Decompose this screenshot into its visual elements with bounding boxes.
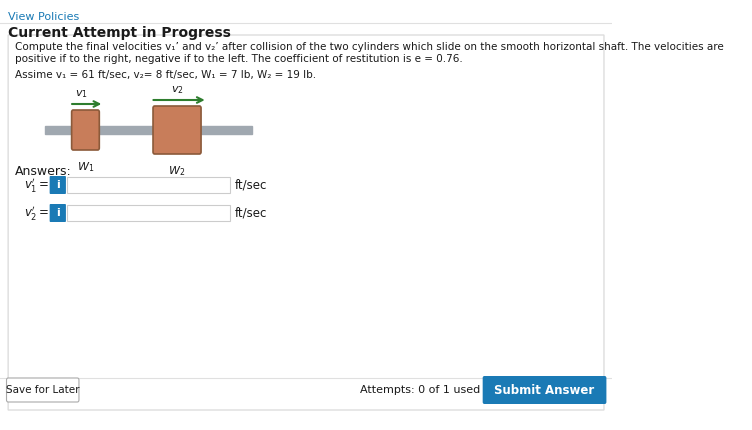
- Text: ft/sec: ft/sec: [235, 178, 267, 191]
- Text: View Policies: View Policies: [8, 12, 80, 22]
- Text: ft/sec: ft/sec: [235, 206, 267, 219]
- FancyBboxPatch shape: [8, 35, 604, 410]
- Text: Save for Later: Save for Later: [5, 385, 79, 395]
- Text: Attempts: 0 of 1 used: Attempts: 0 of 1 used: [360, 385, 481, 395]
- Text: Compute the final velocities v₁’ and v₂’ after collision of the two cylinders wh: Compute the final velocities v₁’ and v₂’…: [14, 42, 723, 52]
- Bar: [67, 177, 229, 193]
- Text: Assime v₁ = 61 ft/sec, v₂= 8 ft/sec, W₁ = 7 lb, W₂ = 19 lb.: Assime v₁ = 61 ft/sec, v₂= 8 ft/sec, W₁ …: [14, 70, 316, 80]
- Bar: [67, 205, 229, 221]
- Text: Answers:: Answers:: [14, 165, 71, 178]
- Text: Submit Answer: Submit Answer: [494, 384, 595, 396]
- Text: positive if to the right, negative if to the left. The coefficient of restitutio: positive if to the right, negative if to…: [14, 54, 462, 64]
- Bar: [45, 126, 253, 134]
- FancyBboxPatch shape: [7, 378, 79, 402]
- Text: $W_1$: $W_1$: [77, 160, 94, 174]
- Text: $v_2$: $v_2$: [171, 84, 183, 96]
- FancyBboxPatch shape: [483, 376, 606, 404]
- FancyBboxPatch shape: [50, 204, 66, 222]
- FancyBboxPatch shape: [153, 106, 201, 154]
- Text: i: i: [56, 208, 59, 218]
- Text: i: i: [56, 180, 59, 190]
- Text: $v_1' =$: $v_1' =$: [24, 176, 50, 194]
- Text: Current Attempt in Progress: Current Attempt in Progress: [8, 26, 231, 40]
- Text: $v_2' =$: $v_2' =$: [24, 204, 50, 222]
- FancyBboxPatch shape: [71, 110, 99, 150]
- FancyBboxPatch shape: [50, 176, 66, 194]
- Text: $W_2$: $W_2$: [168, 164, 186, 178]
- Text: $v_1$: $v_1$: [75, 88, 88, 100]
